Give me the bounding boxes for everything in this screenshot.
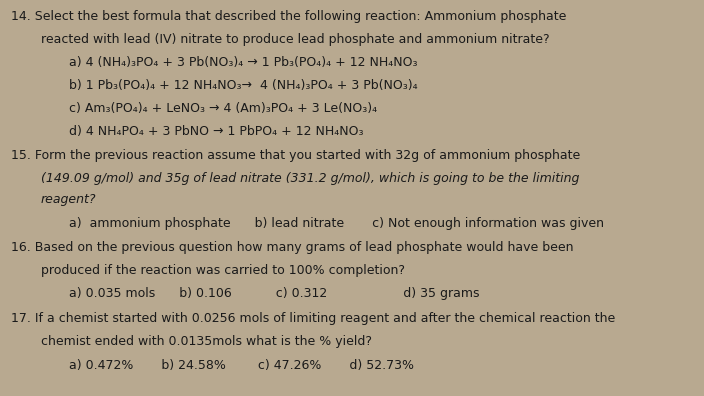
Text: chemist ended with 0.0135mols what is the % yield?: chemist ended with 0.0135mols what is th… (41, 335, 372, 348)
Text: b) 1 Pb₃(PO₄)₄ + 12 NH₄NO₃→  4 (NH₄)₃PO₄ + 3 Pb(NO₃)₄: b) 1 Pb₃(PO₄)₄ + 12 NH₄NO₃→ 4 (NH₄)₃PO₄ … (69, 79, 417, 92)
Text: a)  ammonium phosphate      b) lead nitrate       c) Not enough information was : a) ammonium phosphate b) lead nitrate c)… (69, 217, 604, 230)
Text: 15. Form the previous reaction assume that you started with 32g of ammonium phos: 15. Form the previous reaction assume th… (11, 149, 580, 162)
Text: c) Am₃(PO₄)₄ + LeNO₃ → 4 (Am)₃PO₄ + 3 Le(NO₃)₄: c) Am₃(PO₄)₄ + LeNO₃ → 4 (Am)₃PO₄ + 3 Le… (69, 102, 377, 115)
Text: a) 4 (NH₄)₃PO₄ + 3 Pb(NO₃)₄ → 1 Pb₃(PO₄)₄ + 12 NH₄NO₃: a) 4 (NH₄)₃PO₄ + 3 Pb(NO₃)₄ → 1 Pb₃(PO₄)… (69, 56, 417, 69)
Text: reacted with lead (IV) nitrate to produce lead phosphate and ammonium nitrate?: reacted with lead (IV) nitrate to produc… (41, 33, 549, 46)
Text: d) 4 NH₄PO₄ + 3 PbNO → 1 PbPO₄ + 12 NH₄NO₃: d) 4 NH₄PO₄ + 3 PbNO → 1 PbPO₄ + 12 NH₄N… (69, 125, 363, 138)
Text: 17. If a chemist started with 0.0256 mols of limiting reagent and after the chem: 17. If a chemist started with 0.0256 mol… (11, 312, 615, 325)
Text: reagent?: reagent? (41, 194, 96, 206)
Text: 14. Select the best formula that described the following reaction: Ammonium phos: 14. Select the best formula that describ… (11, 10, 566, 23)
Text: produced if the reaction was carried to 100% completion?: produced if the reaction was carried to … (41, 264, 405, 276)
Text: (149.09 g/mol) and 35g of lead nitrate (331.2 g/mol), which is going to be the l: (149.09 g/mol) and 35g of lead nitrate (… (41, 172, 579, 185)
Text: a) 0.472%       b) 24.58%        c) 47.26%       d) 52.73%: a) 0.472% b) 24.58% c) 47.26% d) 52.73% (69, 360, 414, 372)
Text: a) 0.035 mols      b) 0.106           c) 0.312                   d) 35 grams: a) 0.035 mols b) 0.106 c) 0.312 d) 35 gr… (69, 287, 479, 300)
Text: 16. Based on the previous question how many grams of lead phosphate would have b: 16. Based on the previous question how m… (11, 241, 573, 254)
